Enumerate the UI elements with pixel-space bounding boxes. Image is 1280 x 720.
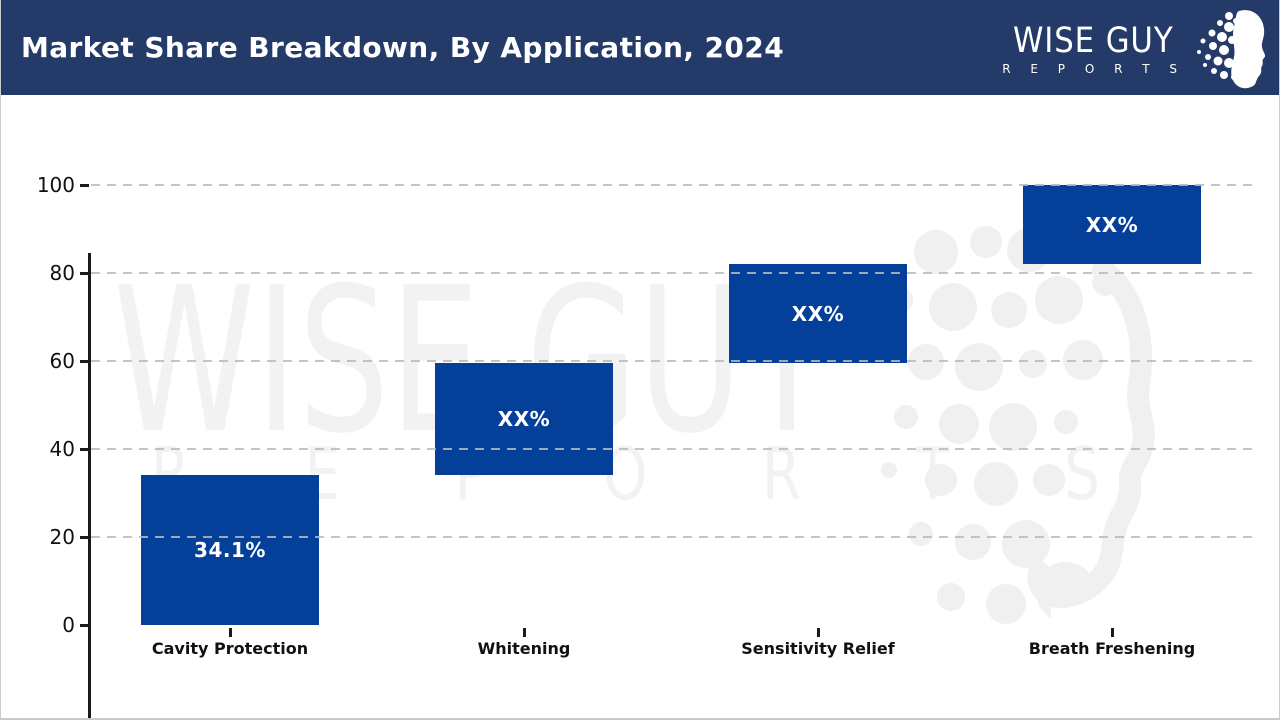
y-tick [80,624,89,627]
y-tick [80,360,89,363]
page-title: Market Share Breakdown, By Application, … [21,31,785,64]
y-tick [80,272,89,275]
bar-cavity-protection: 34.1% [141,474,319,625]
bar-whitening: XX% [435,363,613,475]
dotted-head-icon [1197,10,1266,89]
bar-value-label: XX% [791,301,845,326]
bar-value-label: XX% [1085,212,1139,237]
bar-sensitivity-relief: XX% [729,264,907,364]
bar-breath-freshening: XX% [1023,185,1201,265]
x-tick-label: Sensitivity Relief [741,639,895,658]
logo-wordmark-line1: WISE GUY [1013,20,1174,61]
brand-logo: WISE GUY R E P O R T S [1002,6,1267,90]
x-tick-label: Breath Freshening [1028,639,1196,658]
header: Market Share Breakdown, By Application, … [1,0,1279,95]
x-tick [523,628,526,637]
bar-value-label: XX% [497,407,551,432]
logo-wordmark-line2: R E P O R T S [1002,61,1185,76]
y-tick [80,184,89,187]
logo-wordmark: WISE GUY R E P O R T S [1002,21,1185,76]
gridline-80 [91,272,1256,274]
x-tick [1111,628,1114,637]
gridline-40 [91,448,1256,450]
x-tick [229,628,232,637]
y-axis-spine [88,253,91,718]
y-tick-label: 80 [49,261,75,285]
x-tick [817,628,820,637]
gridline-60 [91,360,1256,362]
x-tick-label: Whitening [477,639,571,658]
bar-value-label: 34.1% [194,537,266,562]
y-tick-label: 20 [49,525,75,549]
x-tick-label: Cavity Protection [151,639,309,658]
plot [1,95,1279,718]
y-tick [80,536,89,539]
y-tick-label: 100 [36,173,75,197]
y-tick [80,448,89,451]
gridline-20 [91,536,1256,538]
y-tick-label: 40 [49,437,75,461]
y-tick-label: 0 [62,613,75,637]
y-tick-label: 60 [49,349,75,373]
gridline-100 [91,184,1256,186]
